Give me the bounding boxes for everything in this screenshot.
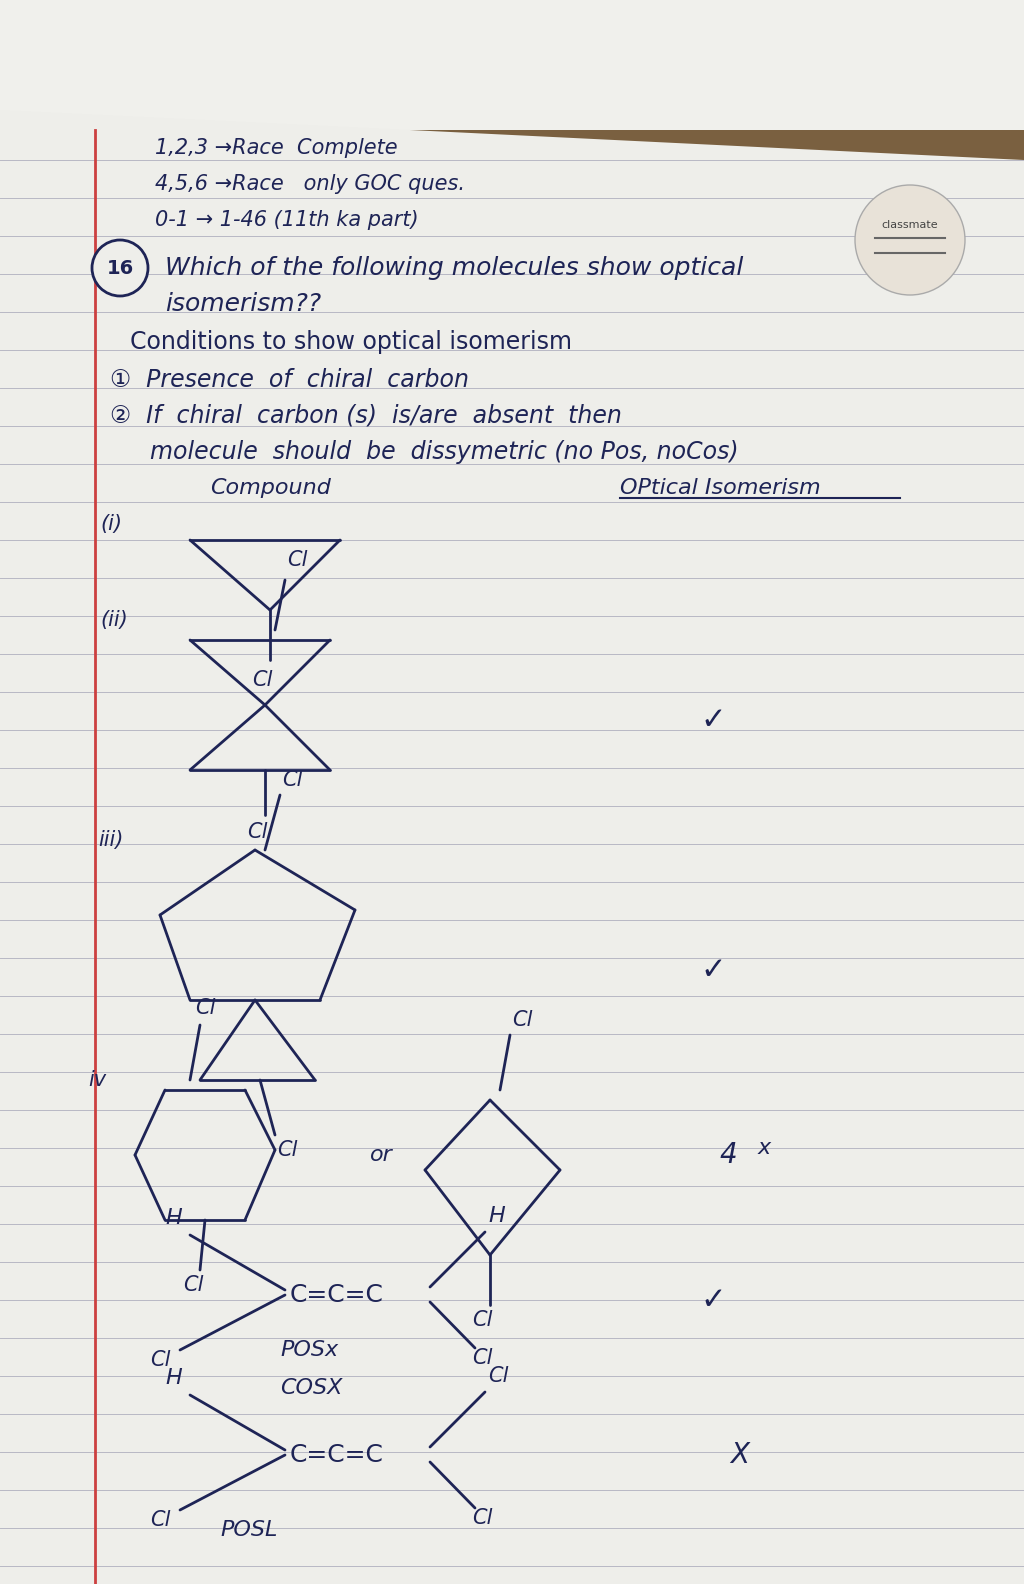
Text: iv: iv	[88, 1071, 106, 1090]
Text: C=C=C: C=C=C	[290, 1443, 384, 1467]
Text: Cl: Cl	[512, 1011, 532, 1030]
Circle shape	[855, 185, 965, 295]
Text: H: H	[488, 1205, 505, 1226]
Text: Cl: Cl	[247, 822, 267, 843]
Polygon shape	[0, 109, 1024, 1584]
Text: iii): iii)	[98, 830, 123, 851]
Bar	[0, 0, 1024, 130]
Text: or: or	[370, 1145, 393, 1164]
Text: 0-1 → 1-46 (11th ka part): 0-1 → 1-46 (11th ka part)	[155, 211, 419, 230]
Text: 16: 16	[106, 258, 133, 277]
Text: classmate: classmate	[882, 220, 938, 230]
Text: x: x	[758, 1137, 771, 1158]
Text: Cl: Cl	[488, 1365, 508, 1386]
Text: isomerism??: isomerism??	[165, 291, 322, 315]
Text: Cl: Cl	[472, 1348, 493, 1369]
Text: Cl: Cl	[472, 1508, 493, 1529]
Text: 4: 4	[720, 1140, 737, 1169]
Text: Cl: Cl	[150, 1350, 170, 1370]
Text: Cl: Cl	[183, 1275, 204, 1296]
Text: H: H	[165, 1209, 181, 1228]
Text: Conditions to show optical isomerism: Conditions to show optical isomerism	[130, 329, 572, 353]
Text: 1,2,3 →Race  Complete: 1,2,3 →Race Complete	[155, 138, 397, 158]
Text: (ii): (ii)	[100, 610, 128, 630]
Polygon shape	[0, 0, 1024, 220]
Text: Compound: Compound	[210, 478, 331, 497]
Text: Cl: Cl	[287, 550, 307, 570]
Text: ✓: ✓	[700, 955, 725, 985]
Text: ②  If  chiral  carbon (s)  is/are  absent  then: ② If chiral carbon (s) is/are absent the…	[110, 404, 622, 428]
Text: OPtical Isomerism: OPtical Isomerism	[620, 478, 820, 497]
Text: molecule  should  be  dissymetric (no Pos, noCos): molecule should be dissymetric (no Pos, …	[150, 440, 738, 464]
Text: Cl: Cl	[252, 670, 272, 691]
Text: POSL: POSL	[220, 1521, 278, 1540]
Text: Cl: Cl	[195, 998, 215, 1019]
Text: Cl: Cl	[472, 1310, 493, 1331]
Text: ✓: ✓	[700, 705, 725, 735]
Text: ✓: ✓	[700, 1286, 725, 1315]
Text: Cl: Cl	[150, 1510, 170, 1530]
Text: 4,5,6 →Race   only GOC ques.: 4,5,6 →Race only GOC ques.	[155, 174, 465, 193]
Text: Cl: Cl	[278, 1140, 297, 1159]
Text: X: X	[730, 1441, 749, 1468]
Text: Cl: Cl	[282, 770, 302, 790]
Text: COSX: COSX	[280, 1378, 342, 1399]
Text: POSx: POSx	[280, 1340, 338, 1361]
Circle shape	[92, 241, 148, 296]
Text: (i): (i)	[100, 513, 122, 534]
Text: Which of the following molecules show optical: Which of the following molecules show op…	[165, 257, 743, 280]
Text: C=C=C: C=C=C	[290, 1283, 384, 1307]
Text: H: H	[165, 1369, 181, 1388]
Text: ①  Presence  of  chiral  carbon: ① Presence of chiral carbon	[110, 367, 469, 391]
